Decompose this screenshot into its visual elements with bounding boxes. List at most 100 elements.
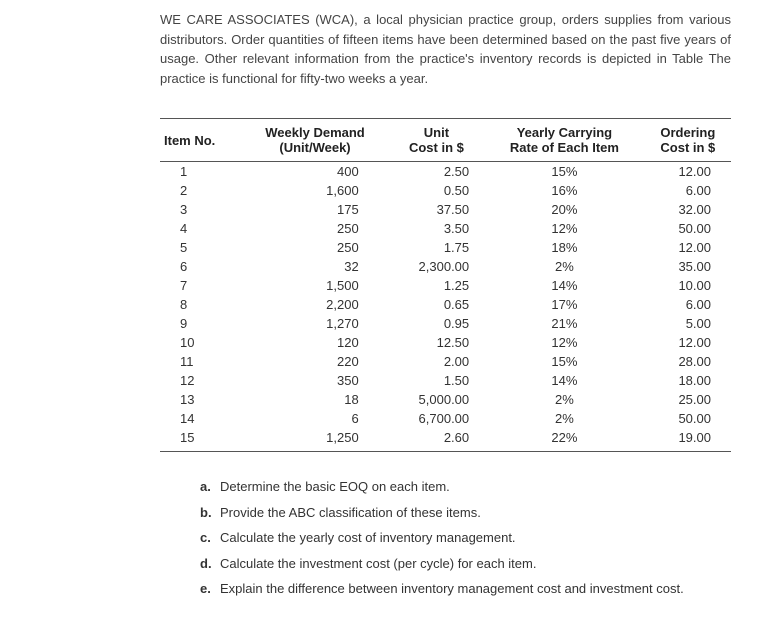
table-cell: 3.50 xyxy=(389,219,484,238)
table-cell: 7 xyxy=(160,276,241,295)
table-cell: 1 xyxy=(160,162,241,182)
table-cell: 0.95 xyxy=(389,314,484,333)
table-cell: 18% xyxy=(484,238,645,257)
table-cell: 37.50 xyxy=(389,200,484,219)
table-cell: 32 xyxy=(241,257,388,276)
question-text: Calculate the yearly cost of inventory m… xyxy=(220,528,731,548)
table-cell: 15% xyxy=(484,162,645,182)
table-cell: 6 xyxy=(160,257,241,276)
table-row: 151,2502.6022%19.00 xyxy=(160,428,731,452)
table-cell: 11 xyxy=(160,352,241,371)
table-row: 52501.7518%12.00 xyxy=(160,238,731,257)
table-cell: 10 xyxy=(160,333,241,352)
table-row: 6322,300.002%35.00 xyxy=(160,257,731,276)
table-cell: 3 xyxy=(160,200,241,219)
table-cell: 5.00 xyxy=(645,314,731,333)
table-cell: 5 xyxy=(160,238,241,257)
table-row: 82,2000.6517%6.00 xyxy=(160,295,731,314)
table-row: 123501.5014%18.00 xyxy=(160,371,731,390)
table-cell: 0.50 xyxy=(389,181,484,200)
table-cell: 12.00 xyxy=(645,238,731,257)
question-item: e.Explain the difference between invento… xyxy=(200,579,731,599)
table-cell: 1,600 xyxy=(241,181,388,200)
table-cell: 13 xyxy=(160,390,241,409)
table-cell: 15% xyxy=(484,352,645,371)
question-letter: e. xyxy=(200,579,220,599)
questions-list: a.Determine the basic EOQ on each item.b… xyxy=(160,477,731,599)
table-cell: 220 xyxy=(241,352,388,371)
table-cell: 32.00 xyxy=(645,200,731,219)
table-cell: 2 xyxy=(160,181,241,200)
question-letter: b. xyxy=(200,503,220,523)
question-text: Determine the basic EOQ on each item. xyxy=(220,477,731,497)
col-unit-cost: UnitCost in $ xyxy=(389,119,484,162)
question-item: c.Calculate the yearly cost of inventory… xyxy=(200,528,731,548)
table-cell: 22% xyxy=(484,428,645,452)
table-cell: 250 xyxy=(241,238,388,257)
table-cell: 14% xyxy=(484,276,645,295)
table-cell: 18.00 xyxy=(645,371,731,390)
table-cell: 1.50 xyxy=(389,371,484,390)
col-carrying-rate: Yearly CarryingRate of Each Item xyxy=(484,119,645,162)
table-row: 91,2700.9521%5.00 xyxy=(160,314,731,333)
table-cell: 4 xyxy=(160,219,241,238)
table-cell: 2% xyxy=(484,257,645,276)
table-cell: 2% xyxy=(484,390,645,409)
table-row: 1012012.5012%12.00 xyxy=(160,333,731,352)
table-row: 21,6000.5016%6.00 xyxy=(160,181,731,200)
table-row: 112202.0015%28.00 xyxy=(160,352,731,371)
table-cell: 14 xyxy=(160,409,241,428)
table-cell: 1,500 xyxy=(241,276,388,295)
col-weekly-demand: Weekly Demand(Unit/Week) xyxy=(241,119,388,162)
question-letter: c. xyxy=(200,528,220,548)
table-cell: 2% xyxy=(484,409,645,428)
table-cell: 2,300.00 xyxy=(389,257,484,276)
table-cell: 5,000.00 xyxy=(389,390,484,409)
table-cell: 12.00 xyxy=(645,333,731,352)
table-cell: 2.60 xyxy=(389,428,484,452)
question-item: a.Determine the basic EOQ on each item. xyxy=(200,477,731,497)
table-cell: 35.00 xyxy=(645,257,731,276)
table-cell: 16% xyxy=(484,181,645,200)
table-cell: 12% xyxy=(484,219,645,238)
table-cell: 1,250 xyxy=(241,428,388,452)
question-text: Provide the ABC classification of these … xyxy=(220,503,731,523)
table-row: 317537.5020%32.00 xyxy=(160,200,731,219)
table-cell: 17% xyxy=(484,295,645,314)
table-cell: 2.00 xyxy=(389,352,484,371)
table-row: 14002.5015%12.00 xyxy=(160,162,731,182)
table-cell: 6,700.00 xyxy=(389,409,484,428)
question-letter: a. xyxy=(200,477,220,497)
table-row: 42503.5012%50.00 xyxy=(160,219,731,238)
table-cell: 175 xyxy=(241,200,388,219)
question-text: Explain the difference between inventory… xyxy=(220,579,731,599)
table-cell: 350 xyxy=(241,371,388,390)
inventory-table: Item No. Weekly Demand(Unit/Week) UnitCo… xyxy=(160,118,731,452)
table-cell: 19.00 xyxy=(645,428,731,452)
col-ordering-cost: OrderingCost in $ xyxy=(645,119,731,162)
table-row: 1466,700.002%50.00 xyxy=(160,409,731,428)
table-cell: 18 xyxy=(241,390,388,409)
table-cell: 20% xyxy=(484,200,645,219)
table-cell: 14% xyxy=(484,371,645,390)
document-page: WE CARE ASSOCIATES (WCA), a local physic… xyxy=(0,0,781,625)
table-cell: 120 xyxy=(241,333,388,352)
table-cell: 12.00 xyxy=(645,162,731,182)
table-cell: 10.00 xyxy=(645,276,731,295)
table-cell: 12% xyxy=(484,333,645,352)
table-cell: 15 xyxy=(160,428,241,452)
table-row: 13185,000.002%25.00 xyxy=(160,390,731,409)
table-cell: 250 xyxy=(241,219,388,238)
table-cell: 1.25 xyxy=(389,276,484,295)
table-cell: 50.00 xyxy=(645,409,731,428)
col-item-no: Item No. xyxy=(160,119,241,162)
table-cell: 21% xyxy=(484,314,645,333)
table-header-row: Item No. Weekly Demand(Unit/Week) UnitCo… xyxy=(160,119,731,162)
question-letter: d. xyxy=(200,554,220,574)
table-cell: 2,200 xyxy=(241,295,388,314)
question-text: Calculate the investment cost (per cycle… xyxy=(220,554,731,574)
table-cell: 28.00 xyxy=(645,352,731,371)
intro-paragraph: WE CARE ASSOCIATES (WCA), a local physic… xyxy=(160,10,731,88)
question-item: b.Provide the ABC classification of thes… xyxy=(200,503,731,523)
table-cell: 0.65 xyxy=(389,295,484,314)
